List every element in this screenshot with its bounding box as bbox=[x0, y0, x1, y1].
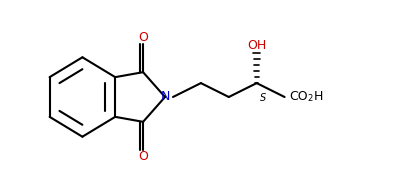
Text: CO: CO bbox=[290, 91, 308, 103]
Text: N: N bbox=[160, 91, 170, 103]
Text: OH: OH bbox=[247, 39, 266, 52]
Text: O: O bbox=[138, 31, 148, 44]
Text: H: H bbox=[314, 91, 323, 103]
Text: O: O bbox=[138, 150, 148, 163]
Text: S: S bbox=[260, 93, 266, 103]
Text: 2: 2 bbox=[307, 95, 313, 103]
